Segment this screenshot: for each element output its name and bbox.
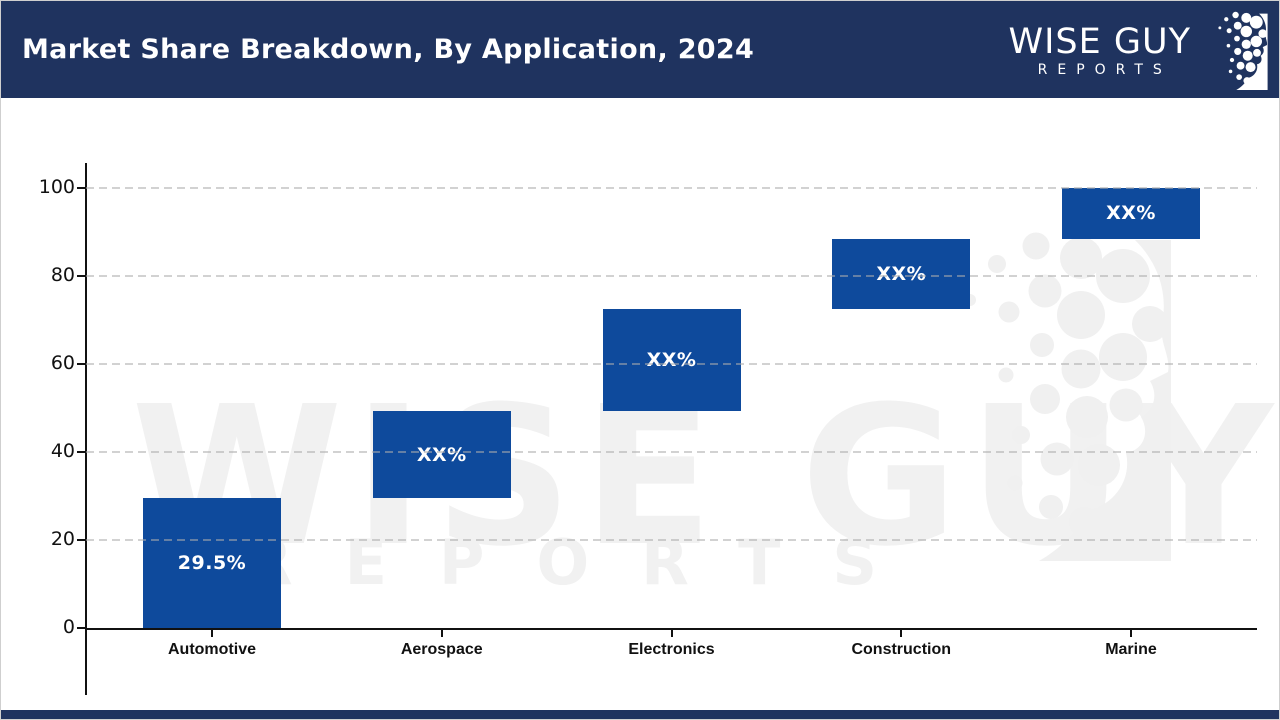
- bar-value-label: 29.5%: [177, 552, 247, 575]
- gridline-80: [86, 275, 1257, 277]
- gridline-60: [86, 363, 1257, 365]
- gridline-20: [86, 539, 1257, 541]
- x-tick-mark: [900, 630, 903, 637]
- header: Market Share Breakdown, By Application, …: [1, 1, 1279, 98]
- y-tick-label: 60: [50, 352, 75, 374]
- category-label-electronics: Electronics: [628, 641, 715, 658]
- page-title: Market Share Breakdown, By Application, …: [22, 34, 755, 65]
- waterfall-chart: WISE GUY REPORTS 0 20 40 60 80 100 29.5% XX% XX…: [1, 98, 1279, 712]
- footer-bar: [1, 710, 1279, 719]
- category-label-marine: Marine: [1105, 641, 1157, 658]
- brand-subname: REPORTS: [1037, 61, 1172, 78]
- y-tick-label: 0: [62, 616, 75, 638]
- category-label-aerospace: Aerospace: [400, 641, 483, 658]
- y-tick-mark: [77, 187, 85, 189]
- wise-guy-head-icon: [1195, 10, 1269, 90]
- watermark-subtext: REPORTS: [244, 526, 930, 599]
- x-tick-mark: [440, 630, 443, 637]
- bar-aerospace: XX%: [372, 411, 511, 499]
- bar-electronics: XX%: [602, 309, 741, 412]
- y-tick-mark: [77, 627, 85, 629]
- x-axis-line: [85, 628, 1257, 630]
- bar-construction: XX%: [832, 238, 971, 309]
- y-tick-label: 20: [50, 528, 75, 550]
- brand-logo: WISE GUY REPORTS: [1008, 9, 1269, 91]
- bar-automotive: 29.5%: [143, 498, 281, 628]
- gridline-40: [86, 451, 1257, 453]
- y-tick-mark: [77, 451, 85, 453]
- x-tick-mark: [670, 630, 673, 637]
- brand-name: WISE GUY: [1008, 21, 1191, 62]
- y-tick-mark: [77, 275, 85, 277]
- bar-marine: XX%: [1062, 188, 1200, 239]
- y-tick-mark: [77, 363, 85, 365]
- y-tick-label: 80: [50, 264, 75, 286]
- x-tick-mark: [211, 630, 213, 637]
- y-tick-label: 100: [38, 176, 75, 198]
- gridline-100: [86, 187, 1257, 189]
- bar-value-label: XX%: [416, 443, 467, 466]
- bar-value-label: XX%: [1106, 202, 1156, 225]
- y-tick-mark: [77, 539, 85, 541]
- bar-value-label: XX%: [646, 349, 697, 372]
- x-tick-mark: [1130, 630, 1132, 637]
- category-label-construction: Construction: [851, 641, 952, 658]
- y-tick-label: 40: [50, 440, 75, 462]
- category-label-automotive: Automotive: [168, 641, 256, 658]
- y-axis-line: [85, 163, 87, 695]
- bar-value-label: XX%: [876, 262, 927, 285]
